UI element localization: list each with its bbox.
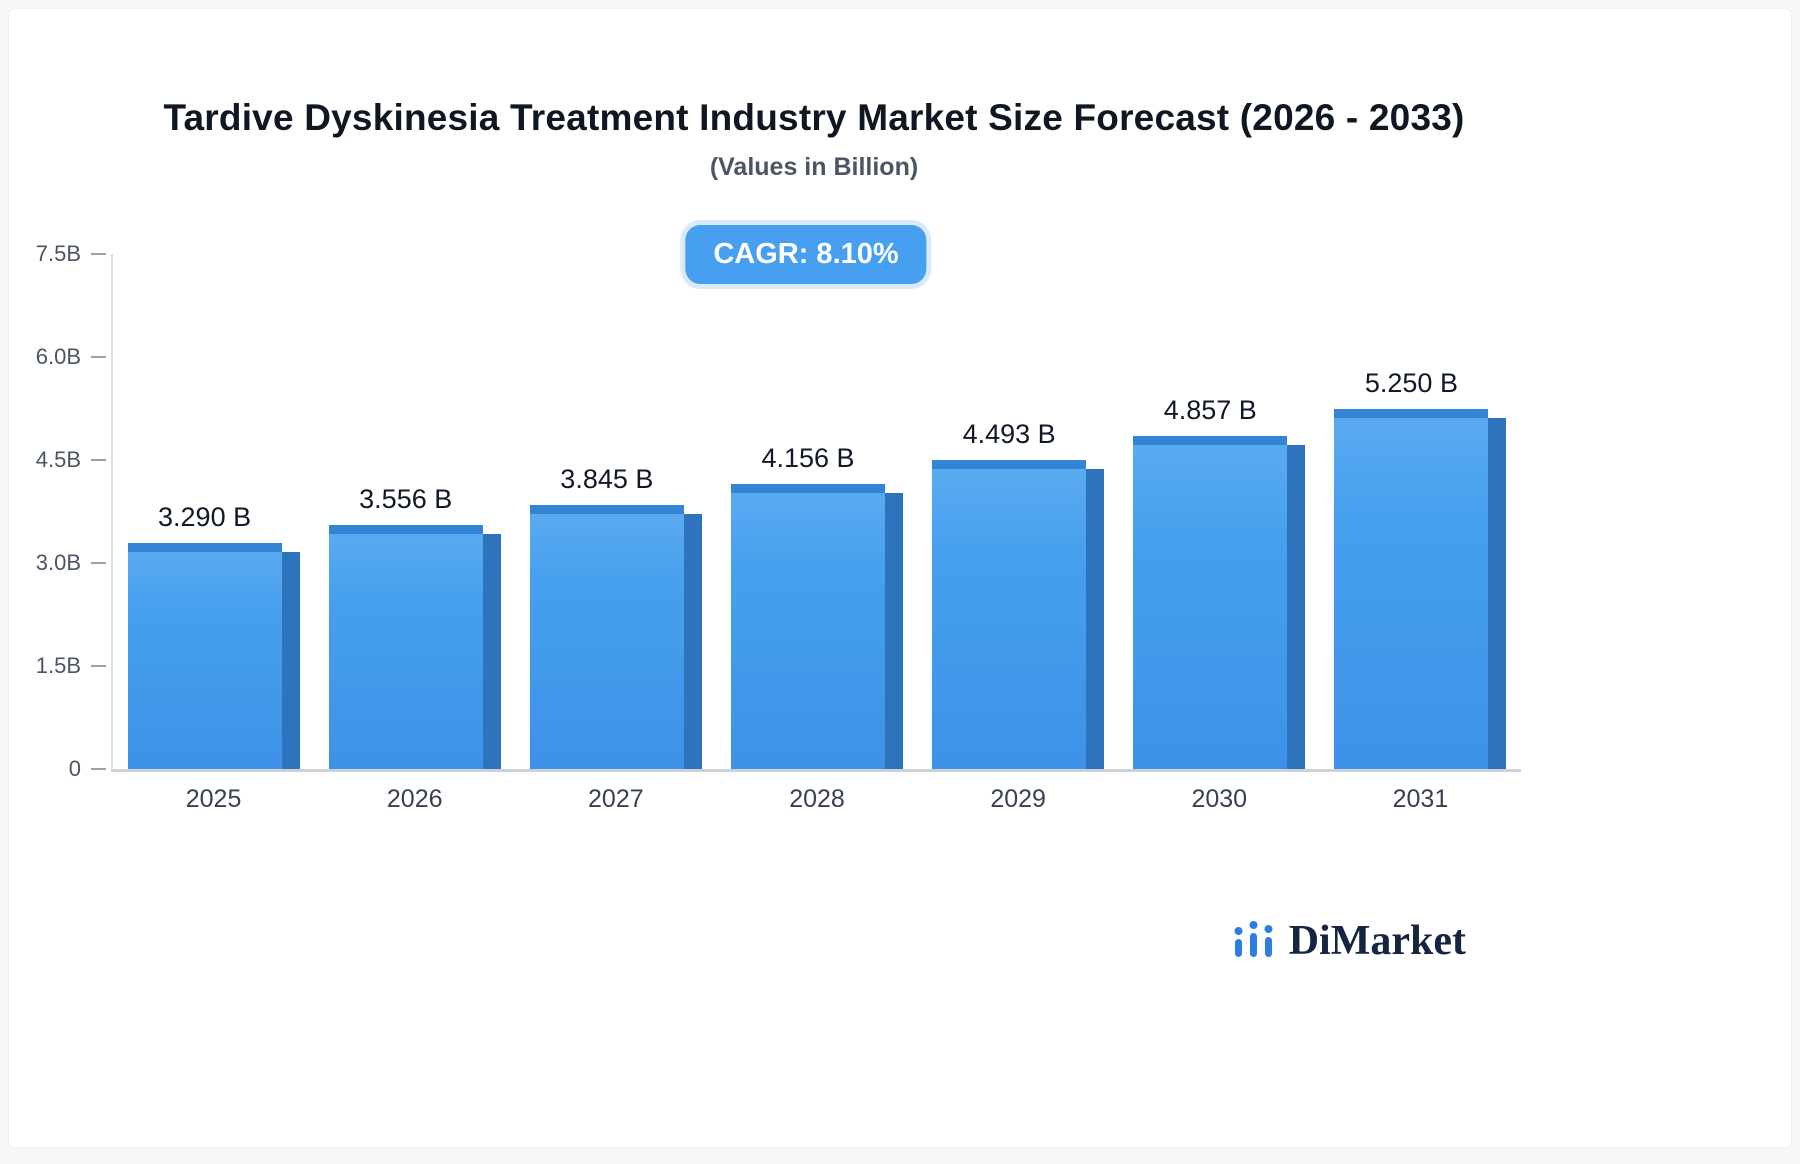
bar-front-face (127, 543, 282, 769)
x-axis-label-2028: 2028 (789, 785, 845, 813)
y-axis-tick-label: 3.0B (35, 550, 81, 575)
bar-front-face (529, 504, 684, 769)
bar-side-face (482, 533, 501, 769)
bar-2029: 4.493 B (932, 419, 1105, 769)
chart-card: Tardive Dyskinesia Treatment Industry Ma… (8, 8, 1792, 1148)
x-axis-label-2029: 2029 (990, 785, 1046, 813)
y-axis-tick-label: 1.5B (35, 653, 81, 678)
x-axis-label-2027: 2027 (588, 785, 644, 813)
bar-front-face (328, 524, 483, 769)
bar-front-face (1133, 435, 1288, 769)
bar-front-face (932, 460, 1087, 769)
chart-header: Tardive Dyskinesia Treatment Industry Ma… (9, 9, 1619, 182)
bar-value-label: 5.250 B (1364, 367, 1458, 398)
y-axis-tick-6.0B: 6.0B (36, 344, 113, 370)
bar-top-edge (731, 483, 885, 493)
bar-top-edge (932, 460, 1087, 470)
brand-name: DiMarket (1288, 918, 1466, 964)
bar-2030: 4.857 B (1133, 395, 1306, 769)
y-axis-tick-7.5B: 7.5B (36, 241, 113, 267)
bar-top-edge (127, 543, 282, 553)
bar-2026: 3.556 B (328, 484, 501, 769)
tick-mark (91, 459, 106, 461)
bar-2027: 3.845 B (529, 464, 702, 769)
y-axis-tick-4.5B: 4.5B (36, 447, 113, 473)
bar-value-label: 4.857 B (1163, 394, 1257, 425)
bar-2028: 4.156 B (731, 443, 903, 769)
bar-side-face (1086, 469, 1105, 769)
bar-top-edge (328, 524, 483, 534)
x-axis-label-2030: 2030 (1191, 785, 1248, 813)
bar-value-label: 3.845 B (560, 463, 654, 494)
y-axis-tick-0: 0 (69, 756, 113, 782)
tick-mark (91, 768, 106, 770)
bar-2031: 5.250 B (1334, 368, 1507, 769)
bar-value-label: 3.556 B (359, 483, 453, 514)
bar-side-face (1488, 417, 1507, 769)
plot-area: 0 1.5B 3.0B 4.5B 6.0B 7.5B 3.290 B 2025 3.556 B 2… (36, 241, 1521, 813)
y-axis-tick-label: 4.5B (35, 447, 81, 472)
tick-mark (91, 253, 106, 255)
tick-mark (91, 356, 106, 358)
x-axis-label-2031: 2031 (1392, 785, 1449, 813)
bar-2025: 3.290 B (127, 502, 300, 769)
chart-title: Tardive Dyskinesia Treatment Industry Ma… (163, 97, 1465, 138)
bar-side-face (281, 552, 300, 769)
bar-top-edge (1334, 408, 1489, 418)
chart-subtitle: (Values in Billion) (709, 153, 919, 181)
bar-top-edge (1133, 435, 1288, 445)
bar-side-face (1287, 444, 1306, 769)
y-axis-tick-1.5B: 1.5B (36, 653, 113, 679)
y-axis-tick-3.0B: 3.0B (36, 550, 113, 576)
bar-front-face (731, 483, 885, 769)
bar-top-edge (529, 504, 684, 514)
y-axis-tick-label: 6.0B (35, 344, 81, 369)
y-axis-tick-label: 0 (68, 756, 81, 781)
x-axis-label-2026: 2026 (386, 785, 443, 813)
brand-logo: DiMarket (1231, 917, 1466, 965)
x-axis-label-2025: 2025 (185, 785, 242, 813)
bar-chart-logo-icon (1231, 919, 1277, 963)
cagr-badge-label: CAGR: 8.10% (713, 238, 899, 270)
bar-front-face (1334, 408, 1489, 769)
bar-side-face (683, 513, 702, 769)
y-axis-tick-label: 7.5B (35, 241, 81, 266)
cagr-badge: CAGR: 8.10% (685, 225, 927, 284)
bar-side-face (885, 492, 903, 769)
bar-value-label: 3.290 B (158, 502, 252, 533)
bar-value-label: 4.493 B (962, 419, 1056, 450)
tick-mark (91, 665, 106, 667)
tick-mark (91, 562, 106, 564)
bar-value-label: 4.156 B (761, 442, 855, 473)
